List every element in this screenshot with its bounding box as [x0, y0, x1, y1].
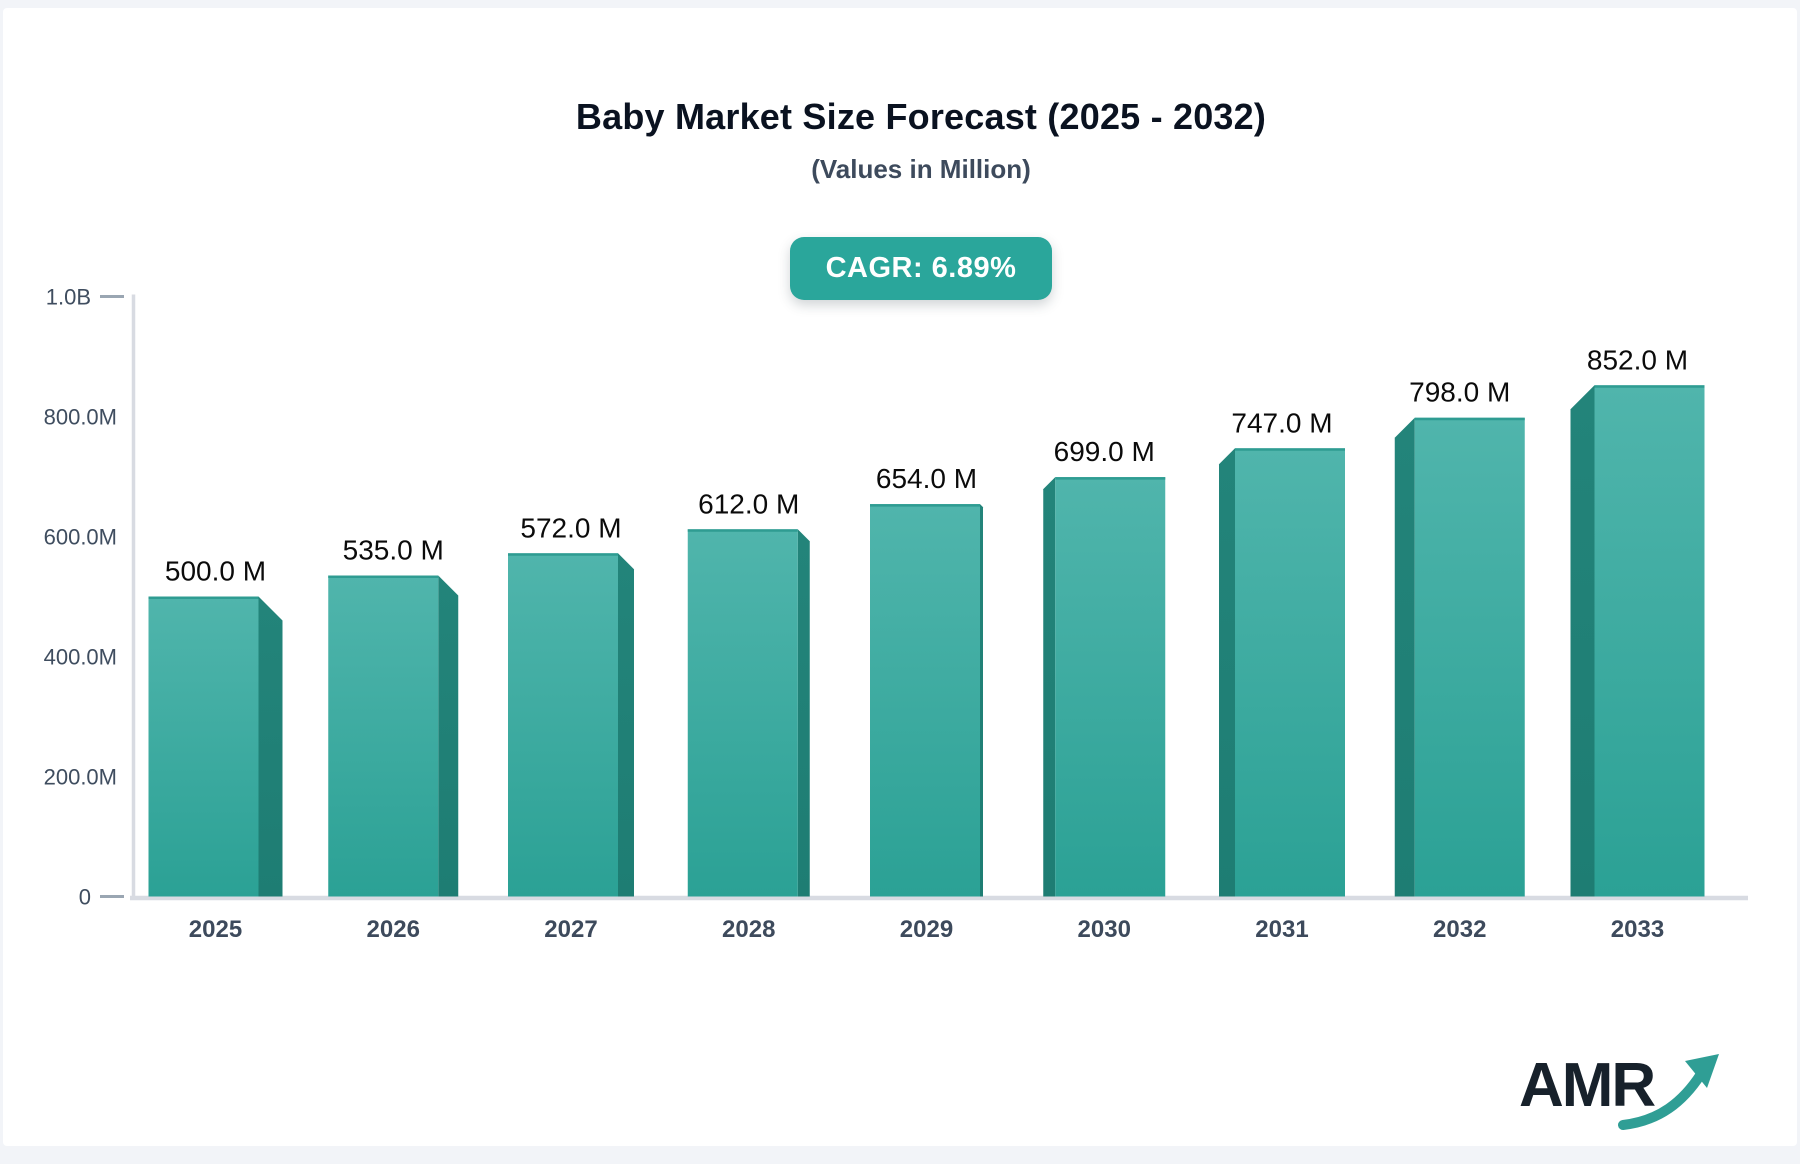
- bar-front-face: [508, 553, 618, 897]
- chart-card: Baby Market Size Forecast (2025 - 2032) …: [3, 8, 1797, 1146]
- bar-2026: 535.0 M 2026: [328, 535, 459, 943]
- bar-side-face: [1570, 385, 1595, 897]
- bar-value-label: 852.0 M: [1587, 344, 1688, 375]
- bar-side-face: [618, 553, 634, 897]
- x-category-label: 2030: [1078, 916, 1131, 943]
- chart-header: Baby Market Size Forecast (2025 - 2032) …: [3, 8, 1797, 300]
- amr-logo-arrow-head: [1685, 1054, 1719, 1088]
- bar-front-face: [1055, 477, 1166, 897]
- bar-value-label: 699.0 M: [1054, 436, 1155, 467]
- bar-value-label: 500.0 M: [165, 556, 266, 587]
- bar-2031: 747.0 M 2031: [1219, 407, 1345, 943]
- amr-logo: AMR: [1519, 1051, 1719, 1130]
- chart-title: Baby Market Size Forecast (2025 - 2032): [575, 96, 1267, 137]
- bar-2028: 612.0 M 2028: [687, 488, 810, 943]
- bar-value-label: 572.0 M: [520, 512, 621, 543]
- y-tick-label: 800.0M: [44, 405, 117, 430]
- x-category-label: 2031: [1255, 916, 1308, 943]
- bar-front-face: [870, 504, 980, 897]
- bar-2029: 654.0 M 2029: [870, 463, 983, 943]
- x-category-label: 2028: [722, 916, 775, 943]
- y-tick-label: 600.0M: [44, 525, 117, 550]
- bar-front-face: [1594, 385, 1705, 897]
- bar-side-face: [1043, 477, 1056, 897]
- bar-front-face: [148, 596, 259, 897]
- x-category-label: 2025: [189, 916, 242, 943]
- y-tick-label: 200.0M: [44, 765, 117, 790]
- bar-value-label: 535.0 M: [343, 535, 444, 566]
- bar-side-face: [1394, 417, 1415, 897]
- bar-value-label: 612.0 M: [698, 488, 799, 519]
- x-category-label: 2033: [1611, 916, 1664, 943]
- cagr-badge: CAGR: 6.89%: [789, 237, 1053, 300]
- bar-value-label: 747.0 M: [1231, 407, 1332, 438]
- x-category-label: 2027: [544, 916, 597, 943]
- bar-2033: 852.0 M 2033: [1570, 344, 1705, 943]
- bar-side-face: [258, 596, 283, 897]
- y-tick-label: 400.0M: [44, 645, 117, 670]
- amr-logo-text: AMR: [1519, 1051, 1655, 1120]
- chart-subtitle: (Values in Million): [811, 154, 1031, 184]
- y-tick-label: 0: [79, 885, 91, 910]
- bar-side-face: [438, 575, 459, 897]
- bar-2030: 699.0 M 2030: [1043, 436, 1166, 943]
- x-category-label: 2026: [367, 916, 420, 943]
- bar-2032: 798.0 M 2032: [1394, 377, 1525, 943]
- bar-side-face: [980, 504, 983, 897]
- bar-front-face: [1414, 417, 1525, 897]
- bar-value-label: 798.0 M: [1409, 377, 1510, 408]
- bar-2025: 500.0 M 2025: [148, 556, 283, 943]
- x-category-label: 2029: [900, 916, 953, 943]
- bar-side-face: [797, 529, 810, 897]
- bar-chart: 1.0B 800.0M 600.0M 400.0M 200.0M 0 500.0 M 2025…: [44, 285, 1748, 943]
- bar-side-face: [1219, 448, 1235, 897]
- bar-front-face: [1235, 448, 1345, 897]
- x-category-label: 2032: [1433, 916, 1486, 943]
- bar-value-label: 654.0 M: [876, 463, 977, 494]
- bar-front-face: [328, 575, 439, 897]
- bar-front-face: [687, 529, 798, 897]
- amr-logo-arrow-swoosh: [1618, 1069, 1706, 1130]
- y-tick-label: 1.0B: [46, 285, 91, 310]
- bar-2027: 572.0 M 2027: [508, 512, 634, 943]
